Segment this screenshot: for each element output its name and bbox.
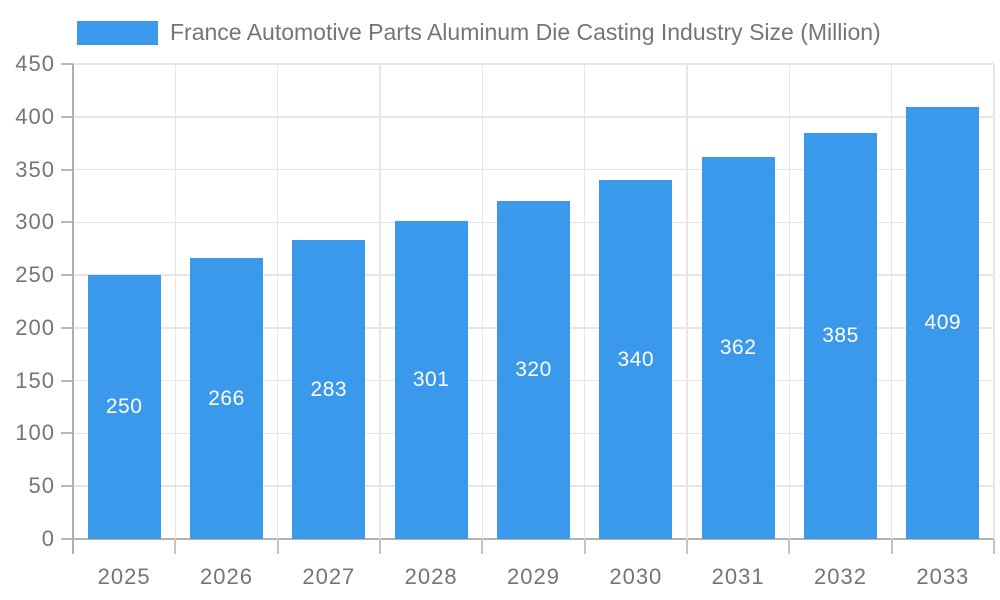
x-axis-tick-label: 2027	[302, 564, 356, 589]
y-axis-tick-label: 350	[15, 156, 55, 182]
bar-value-label: 283	[310, 377, 348, 401]
x-axis-tick-label: 2031	[711, 564, 765, 589]
y-axis-tick-label: 250	[15, 262, 55, 288]
x-gridline	[686, 64, 688, 539]
x-gridline	[174, 64, 177, 539]
bar-value-label: 320	[515, 358, 552, 382]
bar[interactable]: 250	[87, 275, 161, 539]
x-gridline	[379, 64, 381, 539]
x-axis-tick	[481, 539, 484, 554]
legend-swatch	[77, 20, 158, 45]
bar[interactable]: 283	[292, 240, 366, 539]
y-axis-tick	[61, 326, 73, 329]
y-axis-tick-label: 450	[15, 51, 55, 76]
x-axis-tick	[583, 539, 586, 554]
x-axis-tick	[379, 539, 381, 554]
x-gridline	[481, 64, 484, 539]
y-axis-tick	[61, 168, 73, 171]
bar-value-label: 301	[412, 368, 450, 392]
bar-value-label: 340	[617, 347, 655, 371]
bar[interactable]: 340	[599, 180, 673, 539]
x-axis-line	[73, 538, 994, 540]
x-axis-tick-label: 2025	[97, 564, 151, 589]
y-axis-tick	[61, 221, 73, 224]
plot-area: 0 50 100 150 200 250 300 350 400 450 250 2025 266 202…	[15, 51, 995, 589]
bar[interactable]: 320	[497, 201, 570, 539]
y-axis-tick	[61, 538, 73, 540]
y-axis-tick	[61, 274, 73, 277]
legend-item[interactable]: France Automotive Parts Aluminum Die Cas…	[77, 19, 881, 46]
bar-value-label: 362	[719, 335, 757, 359]
x-gridline	[788, 64, 791, 539]
y-axis-tick-label: 300	[15, 209, 55, 235]
x-gridline	[993, 64, 995, 539]
x-axis-tick	[686, 539, 688, 554]
y-gridline	[73, 168, 994, 171]
bar-value-label: 409	[924, 311, 962, 335]
y-axis-tick-label: 400	[15, 103, 55, 129]
bar[interactable]: 362	[701, 156, 775, 539]
y-gridline	[73, 116, 994, 118]
y-axis-tick	[61, 485, 73, 488]
y-axis-tick-label: 200	[15, 314, 55, 340]
bar-value-label: 385	[822, 323, 859, 347]
x-axis-tick	[174, 539, 177, 554]
y-axis-line	[72, 64, 74, 554]
x-gridline	[583, 64, 586, 539]
y-axis-tick	[61, 115, 73, 118]
bar[interactable]: 266	[190, 258, 263, 539]
bar[interactable]: 409	[906, 107, 980, 539]
x-gridline	[276, 64, 279, 539]
x-axis-tick	[890, 539, 893, 554]
y-axis-tick-label: 50	[28, 473, 55, 499]
x-axis-tick-label: 2029	[507, 564, 560, 589]
legend-label: France Automotive Parts Aluminum Die Cas…	[170, 19, 881, 45]
x-axis-tick	[276, 539, 279, 554]
bar[interactable]: 385	[804, 132, 877, 539]
x-axis-tick-label: 2026	[200, 564, 253, 589]
y-axis-tick	[61, 379, 73, 382]
y-axis-tick-label: 150	[15, 367, 55, 393]
bar-value-label: 266	[208, 386, 245, 410]
x-axis-tick-label: 2032	[814, 564, 867, 589]
bar[interactable]: 301	[394, 221, 468, 539]
y-axis-tick	[61, 63, 73, 65]
x-axis-tick-label: 2028	[404, 564, 458, 589]
x-axis-tick-label: 2030	[609, 564, 663, 589]
x-axis-tick	[993, 539, 995, 554]
y-axis-tick	[61, 432, 73, 435]
y-axis-tick-label: 100	[15, 420, 55, 446]
x-axis-tick-label: 2033	[916, 564, 970, 589]
x-gridline	[890, 64, 893, 539]
y-gridline	[73, 63, 994, 65]
bar-value-label: 250	[105, 395, 143, 419]
y-axis-tick-label: 0	[41, 526, 55, 551]
x-axis-tick	[788, 539, 791, 554]
